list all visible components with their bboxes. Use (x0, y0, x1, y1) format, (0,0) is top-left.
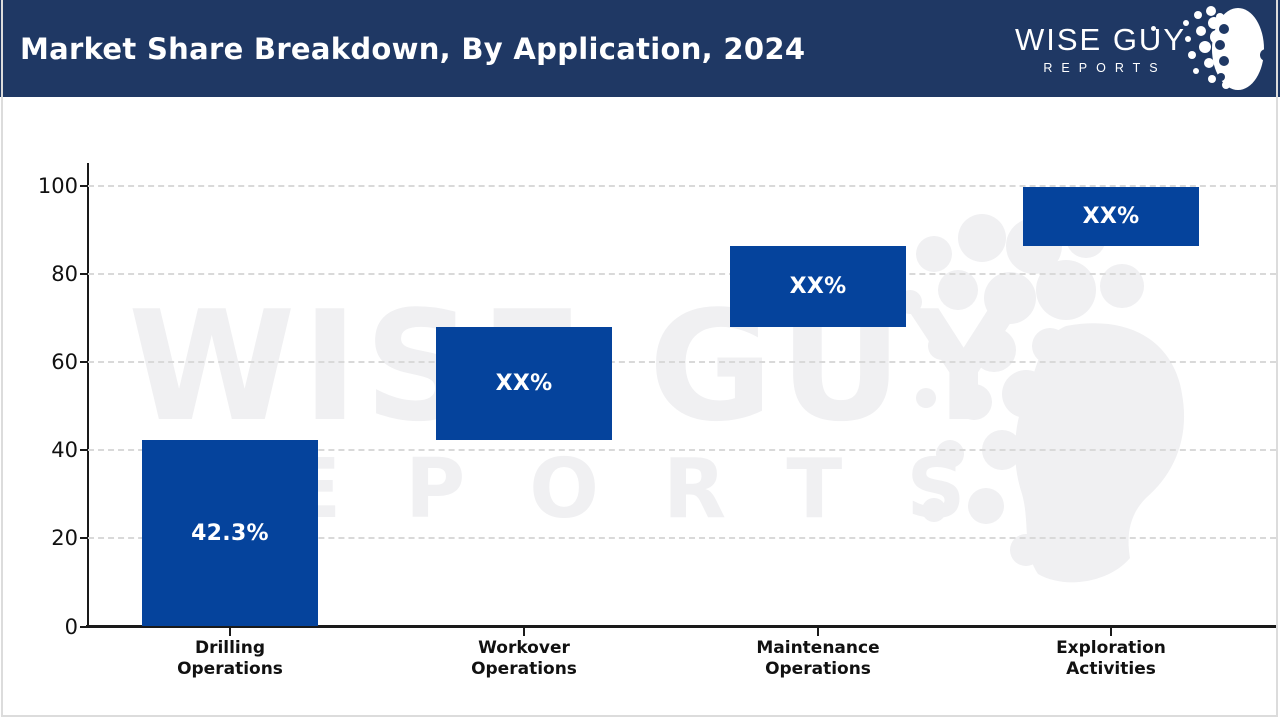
bar-value-label: 42.3% (191, 520, 269, 546)
y-tick-label-20: 20 (51, 526, 78, 551)
x-tick-3 (817, 628, 819, 636)
bar-segment-1: 42.3% (142, 440, 318, 627)
x-axis-line (86, 625, 1276, 628)
y-tick-label-60: 60 (51, 350, 78, 375)
logo-dot-icon (1151, 26, 1156, 31)
x-category-label-1: Drilling Operations (177, 638, 283, 680)
gridline-40 (88, 449, 1276, 452)
brand-logo-text: WISE GUY REPORTS (1015, 22, 1186, 75)
y-tick-label-0: 0 (64, 614, 78, 639)
gridline-100 (88, 185, 1276, 187)
watermark-head-dots-icon (898, 214, 1185, 583)
y-tick-0 (80, 625, 88, 628)
brand-name-label: WISE GUY (1014, 22, 1186, 57)
y-tick-80 (80, 273, 88, 276)
gridline-20 (88, 537, 1276, 540)
bar-value-label: XX% (789, 273, 847, 299)
x-tick-4 (1110, 628, 1112, 636)
bar-value-label: XX% (1082, 203, 1140, 229)
brand-subtitle: REPORTS (1043, 61, 1167, 75)
y-axis-line (87, 163, 89, 628)
gridline-60 (88, 361, 1276, 364)
y-tick-label-100: 100 (37, 174, 78, 198)
gridline-80 (88, 273, 1276, 276)
bar-value-label: XX% (495, 371, 553, 397)
bar-segment-4: XX% (1023, 186, 1199, 246)
chart-title: Market Share Breakdown, By Application, … (20, 31, 806, 66)
brand-name: WISE GUY (1015, 22, 1186, 58)
x-tick-2 (523, 628, 525, 636)
bar-segment-2: XX% (436, 326, 612, 441)
bar-segment-3: XX% (730, 245, 906, 327)
x-category-label-2: Workover Operations (471, 638, 577, 680)
y-tick-100 (80, 185, 88, 187)
y-tick-label-80: 80 (51, 262, 78, 287)
x-category-label-3: Maintenance Operations (756, 638, 880, 680)
y-tick-40 (80, 449, 88, 452)
x-category-label-4: Exploration Activities (1056, 638, 1166, 680)
y-tick-60 (80, 361, 88, 364)
brand-head-dots-icon (1183, 5, 1270, 90)
y-tick-label-40: 40 (51, 438, 78, 463)
y-tick-20 (80, 537, 88, 540)
brand-logo: WISE GUY REPORTS (1015, 5, 1270, 93)
header-bar: Market Share Breakdown, By Application, … (0, 0, 1280, 97)
x-tick-1 (229, 628, 231, 636)
